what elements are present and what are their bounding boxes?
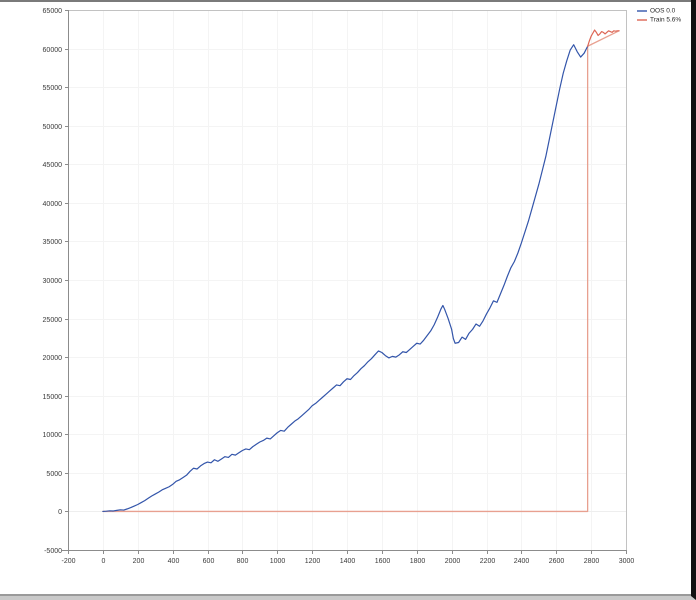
legend-label-0: OOS 0.0	[650, 8, 676, 15]
x-tick-label: 0	[102, 558, 106, 565]
axis-tick-marks	[65, 10, 627, 554]
y-axis-tick-labels: -5000 0 5000 10000 15000 20000 25000 30000 35000…	[43, 8, 63, 555]
series-line-zero-baseline-step	[102, 30, 620, 513]
data-series-group	[102, 29, 620, 513]
y-tick-label: 15000	[43, 394, 63, 401]
x-tick-label: -200	[61, 558, 75, 565]
x-tick-label: 200	[133, 558, 145, 565]
x-tick-label: 2800	[584, 558, 600, 565]
x-tick-label: 1200	[305, 558, 321, 565]
legend-label-1: Train 5.6%	[650, 17, 681, 24]
y-tick-label: 10000	[43, 432, 63, 439]
plot-border	[68, 10, 627, 551]
y-tick-label: 20000	[43, 355, 63, 362]
y-tick-label: 60000	[43, 47, 63, 54]
x-tick-label: 2600	[549, 558, 565, 565]
grid-lines	[68, 10, 626, 550]
x-tick-label: 2400	[514, 558, 530, 565]
y-tick-label: 30000	[43, 278, 63, 285]
y-tick-label: 35000	[43, 239, 63, 246]
y-tick-label: 5000	[46, 471, 62, 478]
x-tick-label: 3000	[619, 558, 635, 565]
y-tick-label: -5000	[44, 548, 62, 555]
x-tick-label: 600	[203, 558, 215, 565]
series-line-in-sample-equity-curve	[102, 44, 589, 513]
x-axis-tick-labels: -200 0 200 400 600 800 1000 1200 1400 1600 1800 200…	[61, 558, 634, 565]
x-tick-label: 2200	[480, 558, 496, 565]
y-tick-label: 50000	[43, 124, 63, 131]
series-line-out-of-sample-equity-curve	[587, 29, 620, 47]
x-tick-label: 800	[237, 558, 249, 565]
x-tick-label: 1800	[410, 558, 426, 565]
y-tick-label: 0	[58, 509, 62, 516]
y-tick-label: 45000	[43, 162, 63, 169]
y-tick-label: 65000	[43, 8, 63, 15]
y-tick-label: 25000	[43, 317, 63, 324]
x-tick-label: 1400	[340, 558, 356, 565]
chart-legend: OOS 0.0 Train 5.6%	[637, 8, 681, 24]
x-tick-label: 1000	[270, 558, 286, 565]
x-tick-label: 1600	[375, 558, 391, 565]
x-tick-label: 2000	[445, 558, 461, 565]
y-tick-label: 55000	[43, 85, 63, 92]
y-tick-label: 40000	[43, 201, 63, 208]
x-tick-label: 400	[168, 558, 180, 565]
